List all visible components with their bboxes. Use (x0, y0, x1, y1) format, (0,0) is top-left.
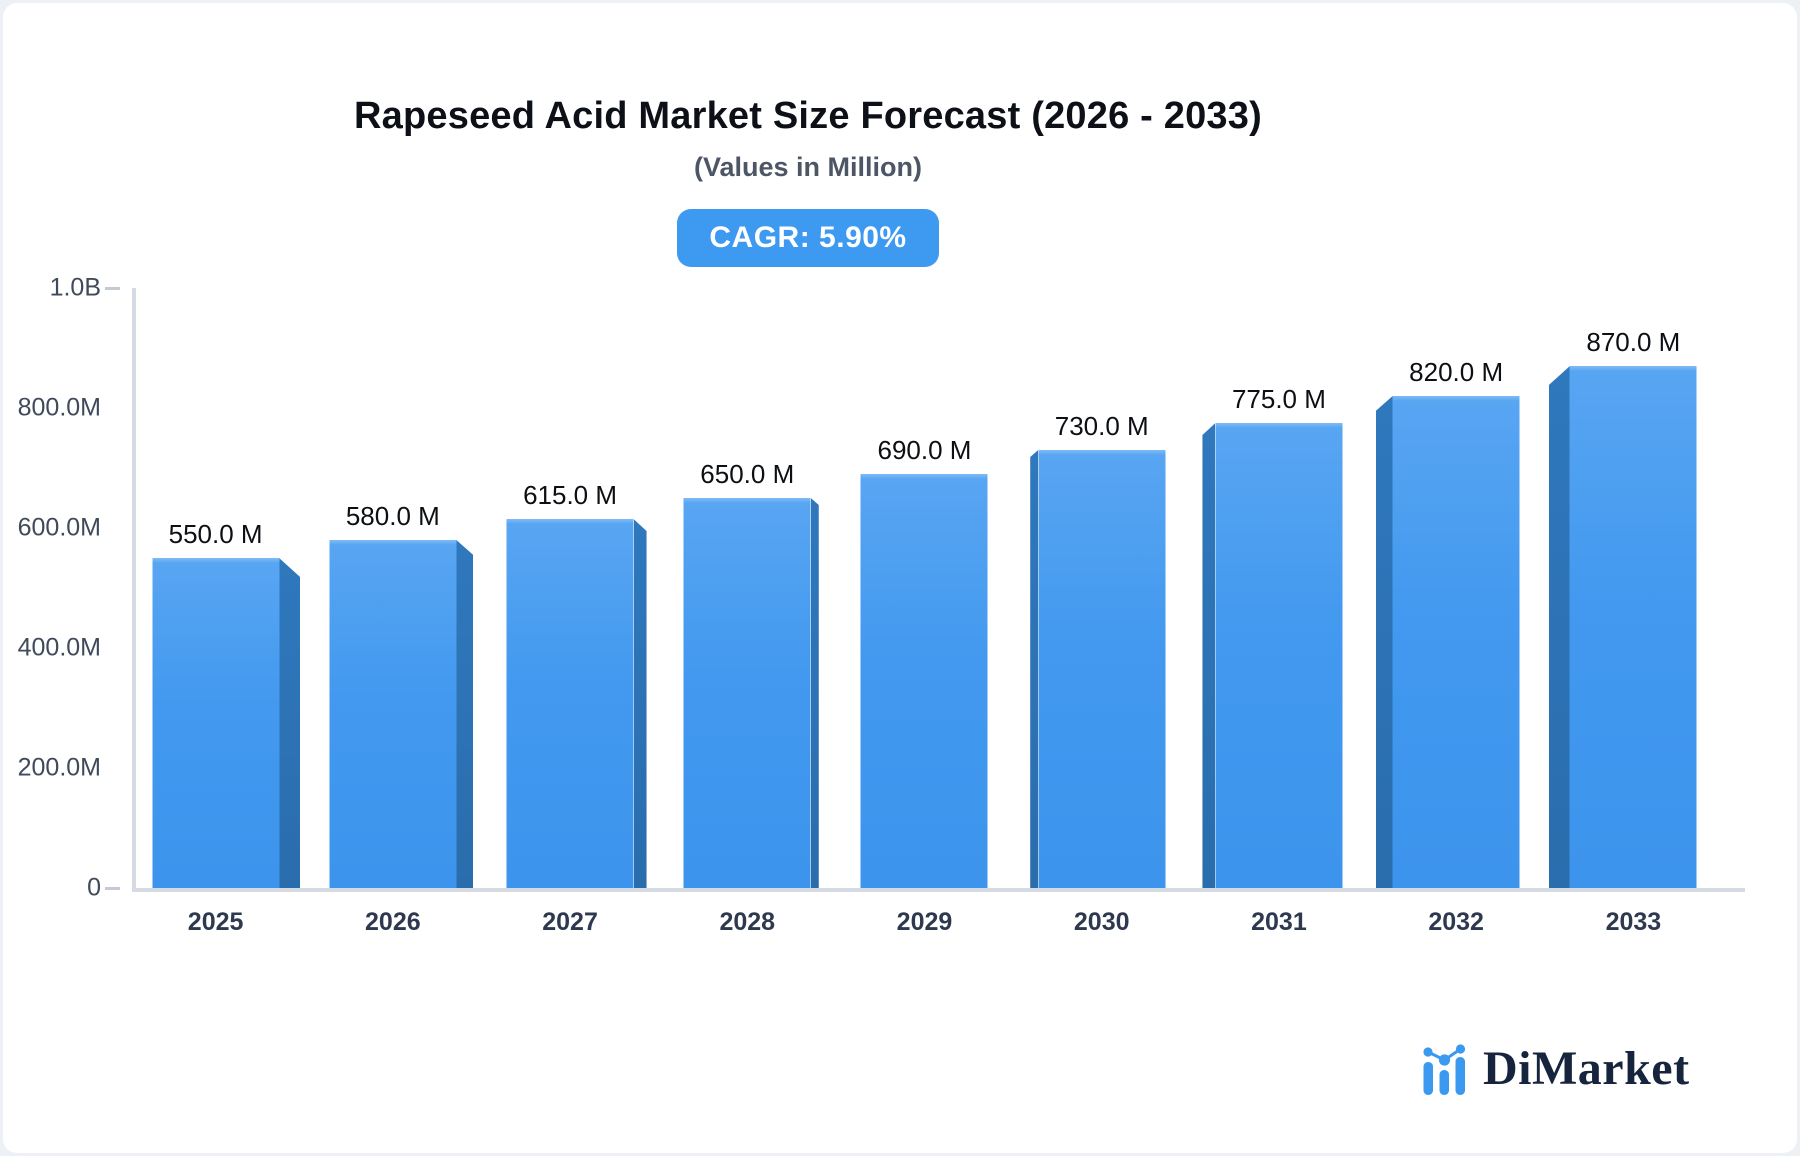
bar-group-2027: 615.0 M 2027 (481, 288, 658, 936)
bar-2026[interactable] (329, 540, 457, 888)
y-axis-label: 400.0M (17, 633, 101, 662)
bar-group-2029: 690.0 M 2029 (836, 288, 1013, 936)
bar-value-label: 730.0 M (1054, 411, 1149, 441)
bar-group-2032: 820.0 M 2032 (1368, 288, 1545, 936)
dimarket-logo: DiMarket (1423, 1041, 1690, 1096)
bar-value-label: 820.0 M (1409, 357, 1504, 387)
bar-2028[interactable] (683, 498, 811, 888)
bar-2025[interactable] (152, 558, 280, 888)
y-axis-label: 200.0M (17, 753, 101, 782)
chart-header: Rapeseed Acid Market Size Forecast (2026… (3, 3, 1613, 267)
bar-side-face (456, 540, 474, 888)
bar-group-2030: 730.0 M 2030 (1013, 288, 1190, 936)
x-axis-label-2032: 2032 (1428, 908, 1484, 936)
bar-group-2031: 775.0 M 2031 (1190, 288, 1367, 936)
bar-side-face (633, 519, 647, 888)
bar-group-2028: 650.0 M 2028 (659, 288, 836, 936)
bar-2029[interactable] (860, 474, 988, 888)
bar-group-2033: 870.0 M 2033 (1545, 288, 1722, 936)
x-axis-label-2028: 2028 (719, 908, 776, 936)
x-axis-label-2027: 2027 (542, 908, 598, 936)
bar-2027[interactable] (506, 519, 634, 888)
bar-side-face (1030, 450, 1039, 888)
x-axis-label-2029: 2029 (896, 908, 953, 936)
x-axis-label-2033: 2033 (1605, 908, 1662, 936)
bar-chart: 1.0B 800.0M 600.0M 400.0M 200.0M 0 550.0 M 202… (3, 3, 1797, 1153)
bar-side-face (1548, 366, 1570, 888)
bar-value-label: 550.0 M (168, 519, 263, 549)
y-axis-labels: 1.0B 800.0M 600.0M 400.0M 200.0M 0 (3, 274, 101, 902)
x-axis-label-2031: 2031 (1251, 908, 1307, 936)
chart-title: Rapeseed Acid Market Size Forecast (2026… (354, 95, 1262, 137)
bar-side-face (1375, 396, 1393, 888)
y-axis-line (132, 288, 136, 892)
plot-area: 550.0 M 2025 580.0 M 2026 615.0 M 2027 650.0 M… (127, 288, 1722, 936)
dimarket-logo-text: DiMarket (1483, 1042, 1690, 1095)
x-axis-label-2026: 2026 (365, 908, 421, 936)
x-axis-label-2030: 2030 (1073, 908, 1130, 936)
bar-value-label: 580.0 M (345, 501, 440, 531)
chart-card: Rapeseed Acid Market Size Forecast (2026… (3, 3, 1797, 1153)
y-axis-tick (105, 287, 120, 290)
y-axis-label: 600.0M (17, 513, 101, 542)
bar-group-2025: 550.0 M 2025 (127, 288, 304, 936)
x-axis-label-2025: 2025 (187, 908, 244, 936)
bar-value-label: 870.0 M (1586, 327, 1681, 357)
cagr-badge: CAGR: 5.90% (677, 209, 939, 267)
bar-value-label: 615.0 M (523, 480, 618, 510)
y-axis-tick (105, 887, 120, 890)
bar-value-label: 690.0 M (877, 435, 972, 465)
y-axis-label: 0 (87, 873, 101, 902)
bar-side-face (1202, 423, 1216, 888)
bar-value-label: 650.0 M (700, 459, 795, 489)
bar-2030[interactable] (1038, 450, 1166, 888)
bar-group-2026: 580.0 M 2026 (304, 288, 481, 936)
y-axis-label: 800.0M (17, 393, 101, 422)
bar-2033[interactable] (1569, 366, 1697, 888)
bar-value-label: 775.0 M (1231, 384, 1326, 414)
bar-2031[interactable] (1215, 423, 1343, 888)
bar-side-face (810, 498, 819, 888)
bar-2032[interactable] (1392, 396, 1520, 888)
bar-chart-logo-icon (1423, 1043, 1466, 1095)
chart-subtitle: (Values in Million) (693, 152, 923, 182)
y-axis-label: 1.0B (49, 273, 101, 302)
x-axis-line (132, 888, 1745, 892)
bar-side-face (279, 558, 301, 888)
